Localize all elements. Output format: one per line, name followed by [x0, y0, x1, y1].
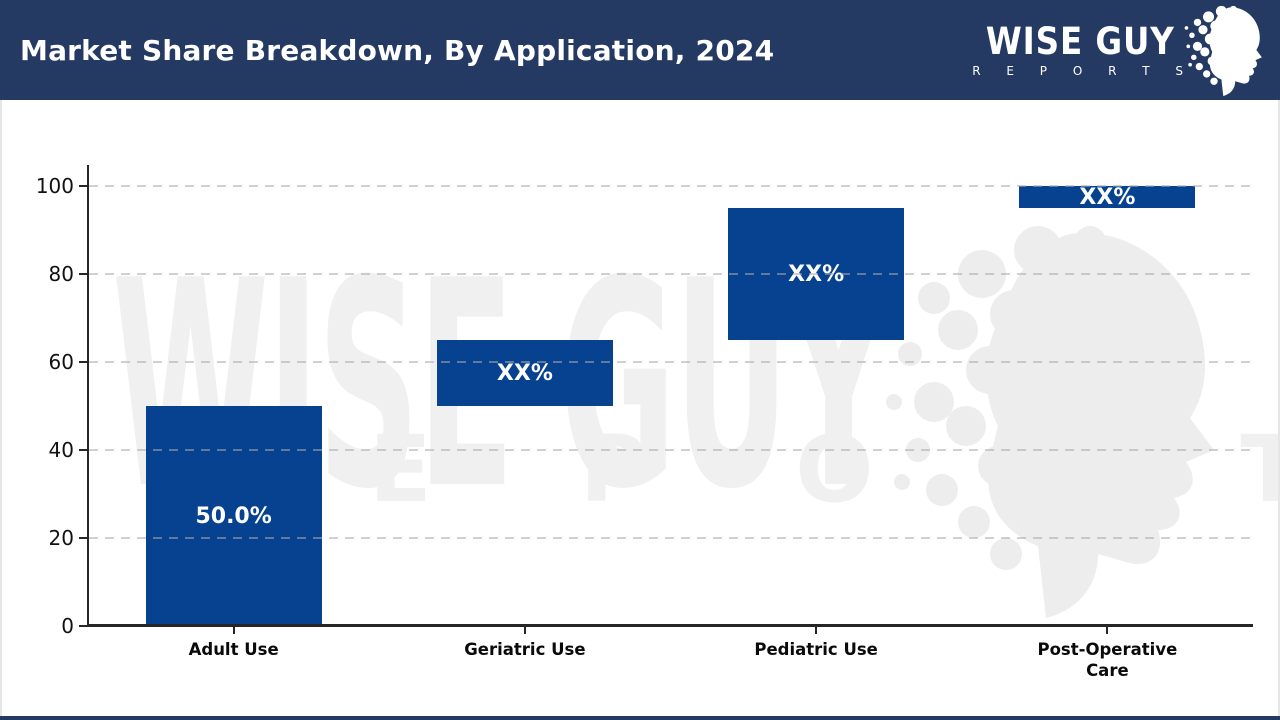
bar-value-label: XX% [496, 360, 553, 386]
y-tick-label-100: 100 [35, 174, 74, 198]
y-tick-label-60: 60 [48, 350, 74, 374]
header-bar: Market Share Breakdown, By Application, … [0, 0, 1280, 100]
x-tick-0 [232, 627, 235, 634]
y-tick-label-40: 40 [48, 438, 74, 462]
gridline-y-60 [89, 361, 1253, 363]
y-tick-label-20: 20 [48, 526, 74, 550]
wise-guy-head-icon [1184, 4, 1268, 96]
brand-name: WISE GUY [985, 20, 1175, 63]
x-tick-3 [1106, 627, 1109, 634]
y-tick-60 [79, 361, 87, 363]
x-tick-1 [523, 627, 526, 634]
brand-logo: WISE GUY R E P O R T S [966, 4, 1268, 96]
y-tick-40 [79, 449, 87, 451]
bar-value-label: XX% [1079, 184, 1136, 210]
brand-subtitle: R E P O R T S [972, 64, 1194, 78]
bar-geriatric-use: XX% [436, 340, 613, 406]
y-tick-20 [79, 537, 87, 539]
page-left-border [0, 100, 2, 716]
x-tick-label-1: Geriatric Use [464, 640, 586, 659]
x-tick-label-3: Post-Operative Care [1037, 640, 1178, 681]
brand-logo-text: WISE GUY R E P O R T S [966, 23, 1194, 77]
y-tick-80 [79, 273, 87, 275]
y-axis-spine [87, 165, 89, 627]
gridline-y-80 [89, 273, 1253, 275]
y-tick-0 [79, 625, 87, 627]
gridline-y-20 [89, 537, 1253, 539]
y-tick-100 [79, 185, 87, 187]
watermark-head-icon [878, 216, 1238, 624]
x-tick-2 [815, 627, 818, 634]
x-tick-label-2: Pediatric Use [754, 640, 878, 659]
x-tick-label-0: Adult Use [188, 640, 279, 659]
x-axis-spine [87, 624, 1253, 627]
gridline-y-100 [89, 185, 1253, 187]
page-right-border [1278, 100, 1280, 716]
bar-value-label: 50.0% [195, 503, 272, 529]
gridline-y-40 [89, 449, 1253, 451]
chart-title: Market Share Breakdown, By Application, … [20, 33, 775, 67]
y-tick-label-80: 80 [48, 262, 74, 286]
bar-post-operative-care: XX% [1019, 184, 1196, 210]
footer-bar [0, 716, 1280, 720]
y-tick-label-0: 0 [61, 614, 74, 638]
bar-adult-use: 50.0% [145, 406, 322, 626]
